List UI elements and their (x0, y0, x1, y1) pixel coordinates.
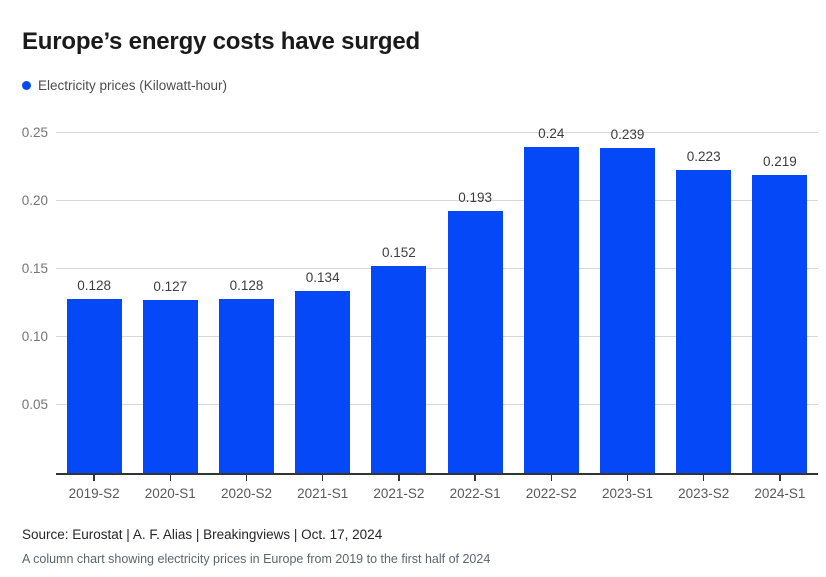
alt-text-line: A column chart showing electricity price… (22, 552, 491, 566)
x-axis-label: 2022-S1 (449, 486, 501, 501)
bar (295, 290, 351, 473)
legend: Electricity prices (Kilowatt-hour) (22, 78, 227, 93)
x-axis-label: 2019-S2 (68, 486, 120, 501)
bar-value-label: 0.239 (610, 127, 645, 143)
gridline (56, 200, 818, 202)
plot-area: 0.05 0.10 0.15 0.20 0.25 0.128 2019-S2 0.127 202… (22, 125, 818, 501)
bar-value-label: 0.134 (305, 269, 340, 285)
source-line: Source: Eurostat | A. F. Alias | Breakin… (22, 527, 383, 542)
x-axis-tick (398, 475, 400, 481)
x-axis-tick (550, 475, 553, 481)
chart-title: Europe’s energy costs have surged (22, 28, 420, 55)
bar (447, 210, 503, 473)
x-axis-tick (702, 475, 705, 481)
x-axis-tick (169, 475, 172, 481)
bar-value-label: 0.127 (153, 279, 188, 295)
gridline (56, 404, 818, 406)
gridline (56, 132, 818, 134)
y-axis-label: 0.25 (21, 125, 48, 141)
bar-value-label: 0.152 (381, 245, 416, 261)
y-axis-label: 0.15 (21, 261, 48, 277)
x-axis-tick (474, 475, 476, 481)
bar-value-label: 0.219 (762, 154, 797, 170)
x-axis-label: 2021-S1 (297, 486, 349, 501)
legend-label: Electricity prices (Kilowatt-hour) (38, 78, 228, 93)
bar-value-label: 0.128 (229, 278, 264, 293)
bar (523, 146, 579, 473)
x-axis-label: 2023-S1 (601, 486, 654, 501)
bar (66, 299, 122, 473)
x-axis-tick (93, 475, 95, 481)
x-axis-label: 2021-S2 (373, 486, 425, 501)
x-axis-tick (321, 475, 324, 481)
bar (142, 300, 198, 473)
gridline (56, 336, 818, 338)
bar (676, 169, 732, 473)
bar (600, 148, 655, 473)
bar-value-label: 0.193 (458, 189, 492, 205)
x-axis-label: 2022-S2 (525, 486, 577, 501)
x-axis-label: 2020-S1 (144, 486, 196, 501)
bar-value-label: 0.128 (77, 278, 111, 293)
bar-value-label: 0.24 (538, 125, 565, 141)
x-axis-tick (779, 475, 781, 481)
x-axis-label: 2023-S2 (678, 486, 730, 501)
bar (219, 299, 274, 473)
x-axis-tick (245, 475, 248, 481)
y-axis-label: 0.20 (21, 193, 48, 209)
bar (752, 175, 808, 473)
y-axis-label: 0.10 (21, 329, 48, 345)
x-axis-tick (626, 475, 629, 481)
y-axis-label: 0.05 (21, 397, 48, 413)
x-axis-label: 2020-S2 (220, 486, 273, 501)
bar-value-label: 0.223 (686, 148, 721, 164)
legend-dot-icon (22, 81, 31, 90)
x-axis-label: 2024-S1 (754, 486, 806, 501)
gridline (56, 268, 818, 270)
bar (371, 266, 427, 473)
